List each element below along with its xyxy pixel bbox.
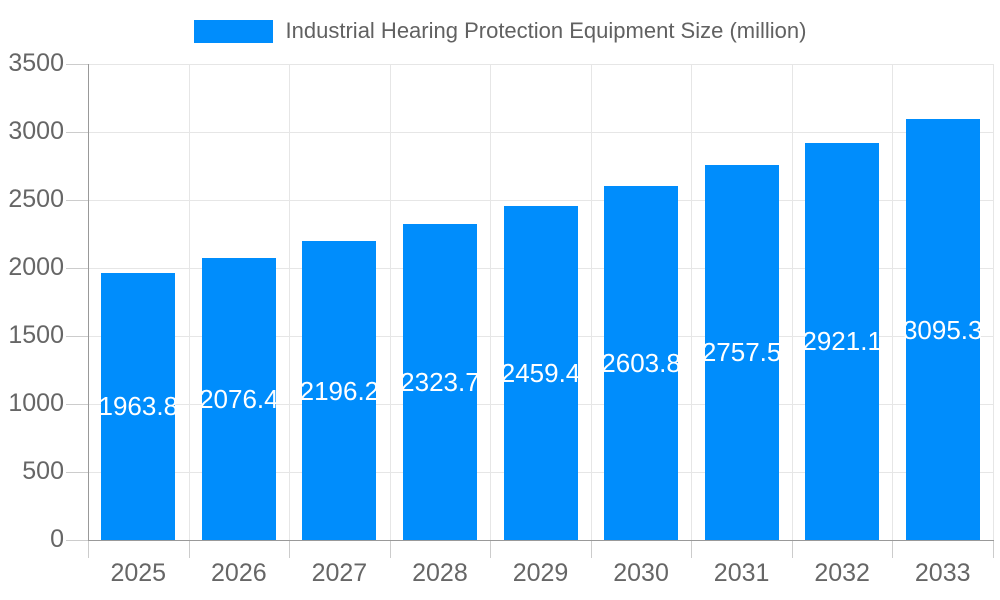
x-tick-mark <box>88 540 89 558</box>
y-tick-label: 2000 <box>8 253 64 281</box>
y-tick-label: 500 <box>22 457 64 485</box>
bar-2026[interactable] <box>201 257 276 540</box>
legend-swatch[interactable] <box>193 19 273 43</box>
bar-2033[interactable] <box>905 119 980 540</box>
chart-title: Industrial Hearing Protection Equipment … <box>285 18 807 43</box>
y-tick-label: 0 <box>50 525 64 553</box>
x-gridline <box>691 64 693 540</box>
bar-value-label: 2921.1 <box>802 326 882 357</box>
x-tick-mark <box>389 540 391 558</box>
x-tick-mark <box>892 540 894 558</box>
bar-value-label: 2757.5 <box>701 337 782 368</box>
y-tick-mark <box>66 336 88 337</box>
x-axis-label-2033: 2033 <box>914 559 971 587</box>
bar-2025[interactable] <box>101 272 176 540</box>
bar-value-label: 2603.8 <box>601 347 681 378</box>
bar-2028[interactable] <box>402 223 477 540</box>
bar-2027[interactable] <box>302 241 377 540</box>
bar-2031[interactable] <box>704 164 779 540</box>
y-tick-mark <box>66 472 88 473</box>
x-gridline <box>791 64 793 540</box>
bar-value-label: 3095.3 <box>902 314 983 345</box>
x-tick-mark <box>791 540 793 558</box>
x-gridline <box>289 64 291 540</box>
x-axis-line <box>88 540 994 541</box>
bar-value-label: 2459.4 <box>500 357 581 388</box>
y-tick-label: 1500 <box>8 321 64 349</box>
y-tick-label: 2500 <box>8 185 64 213</box>
x-gridline <box>188 64 190 540</box>
x-axis-label-2026: 2026 <box>211 559 267 587</box>
bar-value-label: 2196.2 <box>299 375 380 406</box>
y-tick-label: 1000 <box>8 389 64 417</box>
x-axis-label-2032: 2032 <box>814 559 870 587</box>
x-tick-mark <box>993 540 994 558</box>
x-tick-mark <box>289 540 291 558</box>
y-tick-mark <box>66 404 88 405</box>
y-tick-label: 3500 <box>8 49 64 77</box>
x-axis-label-2028: 2028 <box>412 559 468 587</box>
legend[interactable]: Industrial Hearing Protection Equipment … <box>0 18 1000 44</box>
x-axis-label-2029: 2029 <box>512 559 569 587</box>
x-axis-label-2030: 2030 <box>613 559 669 587</box>
y-tick-mark <box>66 64 88 65</box>
bar-value-label: 2323.7 <box>400 366 480 397</box>
y-gridline <box>88 200 993 201</box>
y-tick-label: 3000 <box>8 117 64 145</box>
x-axis-label-2025: 2025 <box>110 559 167 587</box>
y-tick-mark <box>66 268 88 269</box>
x-axis-label-2027: 2027 <box>311 559 368 587</box>
bar-value-label: 2076.4 <box>199 383 279 414</box>
x-axis-label-2031: 2031 <box>713 559 770 587</box>
x-tick-mark <box>188 540 190 558</box>
x-gridline <box>590 64 592 540</box>
x-tick-mark <box>691 540 693 558</box>
x-tick-mark <box>590 540 592 558</box>
x-gridline <box>389 64 391 540</box>
x-gridline <box>993 64 994 540</box>
bar-2032[interactable] <box>805 142 880 540</box>
bar-2029[interactable] <box>503 205 578 540</box>
x-gridline <box>490 64 492 540</box>
y-gridline <box>88 132 993 133</box>
y-axis-line <box>88 64 89 540</box>
y-tick-mark <box>66 200 88 201</box>
y-tick-mark <box>66 540 88 541</box>
y-gridline <box>88 64 993 65</box>
bar-value-label: 1963.8 <box>98 391 179 422</box>
x-tick-mark <box>490 540 492 558</box>
x-gridline <box>892 64 894 540</box>
bar-2030[interactable] <box>604 185 679 540</box>
y-tick-mark <box>66 132 88 133</box>
